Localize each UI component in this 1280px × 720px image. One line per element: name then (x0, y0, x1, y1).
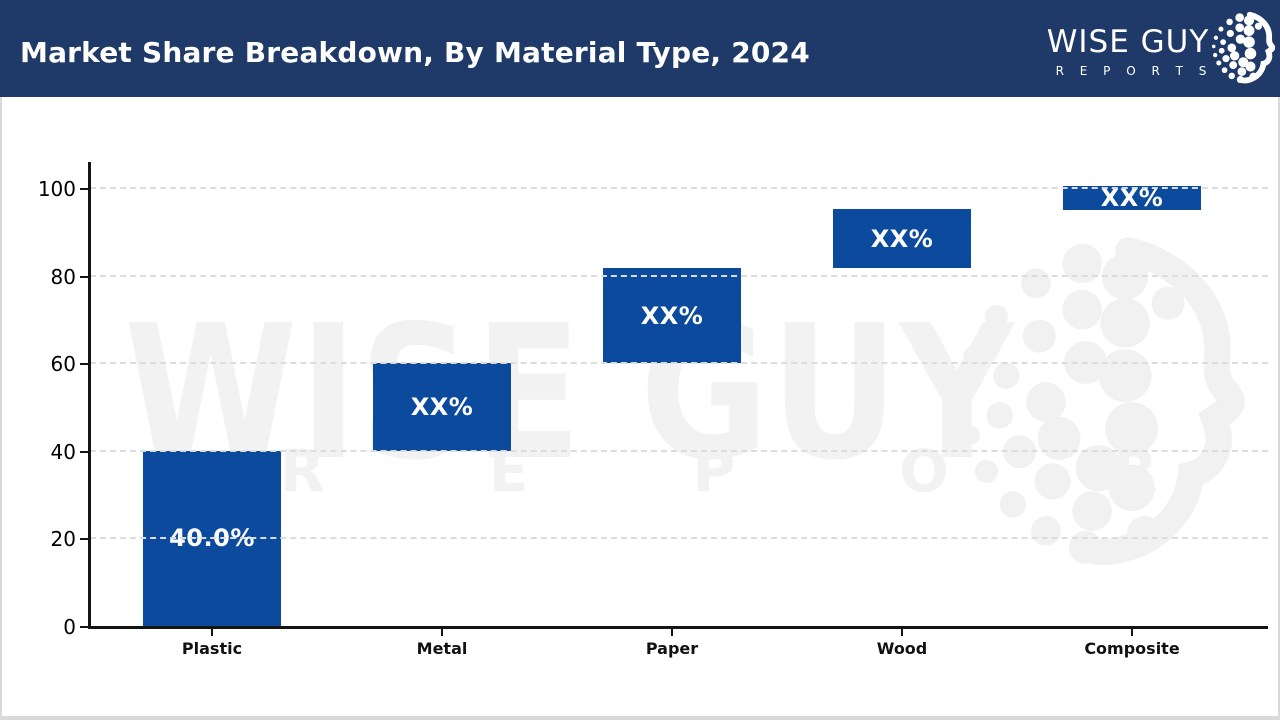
chart-canvas: WISE GUY R E P O R T S 40.0%XX%XX%XX%XX%… (0, 97, 1280, 720)
y-tick-mark (80, 363, 88, 366)
x-tick-mark (441, 629, 443, 636)
y-tick-label: 0 (63, 615, 76, 639)
x-category-label: Metal (416, 639, 468, 658)
x-category-label: Wood (876, 639, 928, 658)
x-tick-mark (211, 629, 213, 636)
y-tick-mark (80, 188, 88, 190)
y-tick-mark (80, 450, 88, 453)
x-axis-spine (88, 626, 1268, 629)
gridline-y20 (90, 537, 1268, 540)
y-axis-spine (88, 162, 91, 629)
bar-wood: XX% (833, 209, 971, 268)
x-category-label: Composite (1084, 639, 1180, 658)
y-tick-mark (80, 275, 88, 278)
brand-logo: WISE GUY R E P O R T S (1030, 6, 1280, 94)
bar-composite: XX% (1063, 184, 1201, 212)
x-tick-mark (901, 629, 903, 636)
y-tick-label: 40 (50, 439, 76, 464)
logo-wordmark: WISE GUY (1046, 24, 1210, 60)
y-tick-label: 80 (50, 264, 76, 289)
y-tick-mark (80, 538, 88, 541)
y-tick-label: 60 (50, 352, 76, 377)
bar-value-label: XX% (410, 392, 474, 421)
x-tick-mark (671, 629, 673, 636)
bar-value-label: XX% (870, 224, 934, 253)
bar-paper: XX% (603, 268, 741, 364)
header-bar: Market Share Breakdown, By Material Type… (0, 0, 1280, 97)
bar-value-label: XX% (640, 301, 704, 330)
gridline-y40 (90, 449, 1268, 452)
x-tick-mark (1131, 629, 1133, 636)
gridline-y100 (90, 187, 1268, 189)
gridline-y60 (90, 362, 1268, 365)
bar-metal: XX% (373, 363, 511, 451)
page-title: Market Share Breakdown, By Material Type… (20, 36, 810, 69)
x-category-label: Plastic (181, 639, 243, 658)
gridline-y80 (90, 274, 1268, 277)
logo-subtext: R E P O R T S (1055, 64, 1213, 78)
watermark-head-icon (955, 237, 1245, 566)
y-tick-mark (80, 626, 88, 628)
x-category-label: Paper (645, 639, 699, 658)
logo-head-icon (1211, 11, 1276, 84)
y-tick-label: 20 (50, 527, 76, 552)
y-tick-label: 100 (37, 177, 76, 201)
